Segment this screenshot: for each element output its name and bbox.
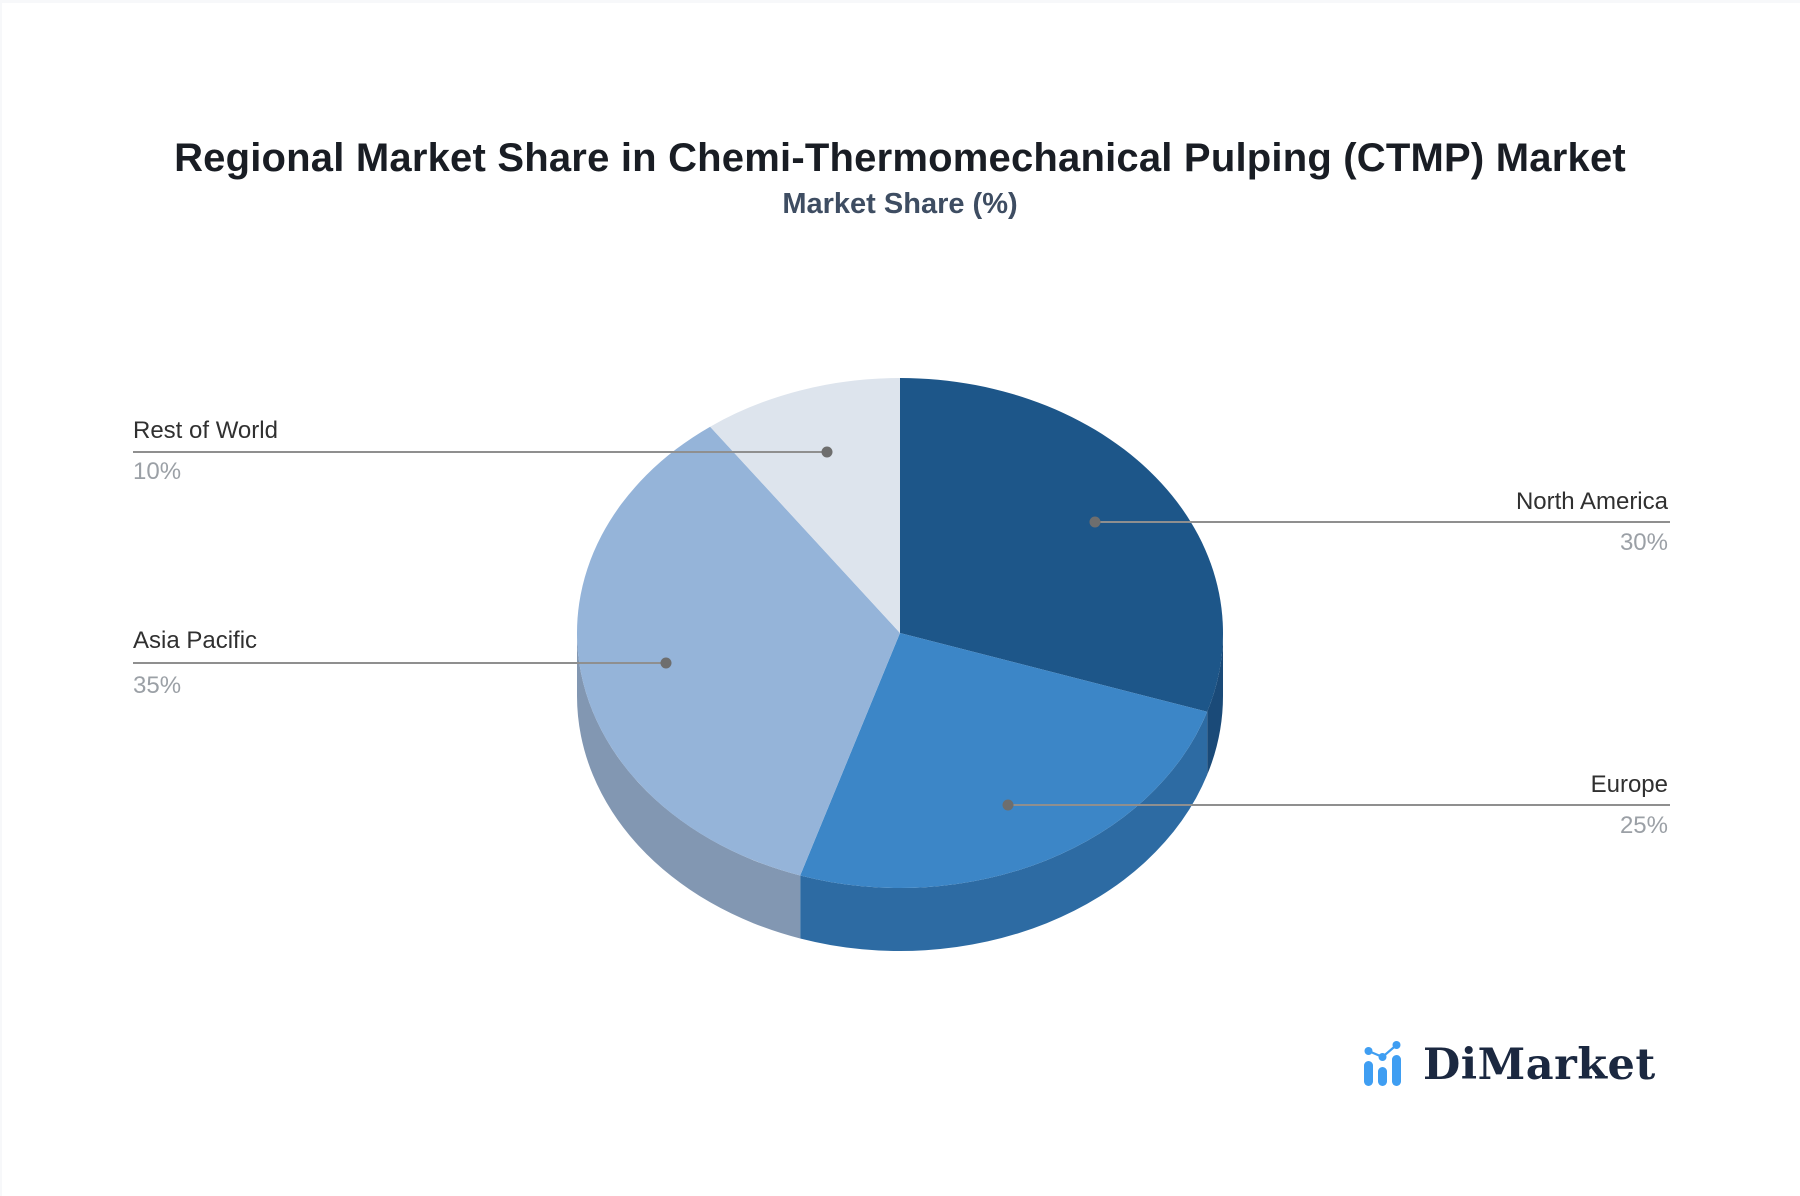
bar-line-chart-icon <box>1364 1041 1401 1086</box>
slice-value-rest-of-world: 10% <box>133 458 182 485</box>
pie-slice-asia-pacific[interactable] <box>576 426 900 876</box>
brand-logo-text: DiMarket <box>1423 1040 1656 1090</box>
slice-label-asia-pacific: Asia Pacific <box>133 627 258 654</box>
leader-dot-rest-of-world <box>821 446 833 458</box>
page-left-edge <box>0 0 2 1196</box>
leader-dot-asia-pacific <box>660 657 672 669</box>
page-top-edge <box>0 0 1800 3</box>
chart-subtitle: Market Share (%) <box>782 188 1018 220</box>
pie-slice-europe[interactable] <box>800 633 1208 888</box>
pie-slice-north-america[interactable] <box>900 377 1224 712</box>
slice-value-asia-pacific: 35% <box>133 672 182 699</box>
slice-value-north-america: 30% <box>1619 529 1668 556</box>
brand-logo: DiMarket <box>1362 1038 1656 1088</box>
pie-slice-rest-of-world[interactable] <box>710 378 900 633</box>
slice-label-europe: Europe <box>1590 771 1668 798</box>
leader-dot-north-america <box>1089 516 1101 528</box>
leader-dot-europe <box>1002 799 1014 811</box>
pie-slice-side-north-america <box>1207 633 1223 775</box>
slice-label-north-america: North America <box>1515 488 1668 515</box>
chart-title: Regional Market Share in Chemi-Thermomec… <box>174 136 1626 180</box>
pie-slice-side-asia-pacific <box>577 633 801 939</box>
slice-value-europe: 25% <box>1619 812 1668 839</box>
pie-slice-side-europe <box>800 711 1208 951</box>
slice-label-rest-of-world: Rest of World <box>133 417 278 444</box>
